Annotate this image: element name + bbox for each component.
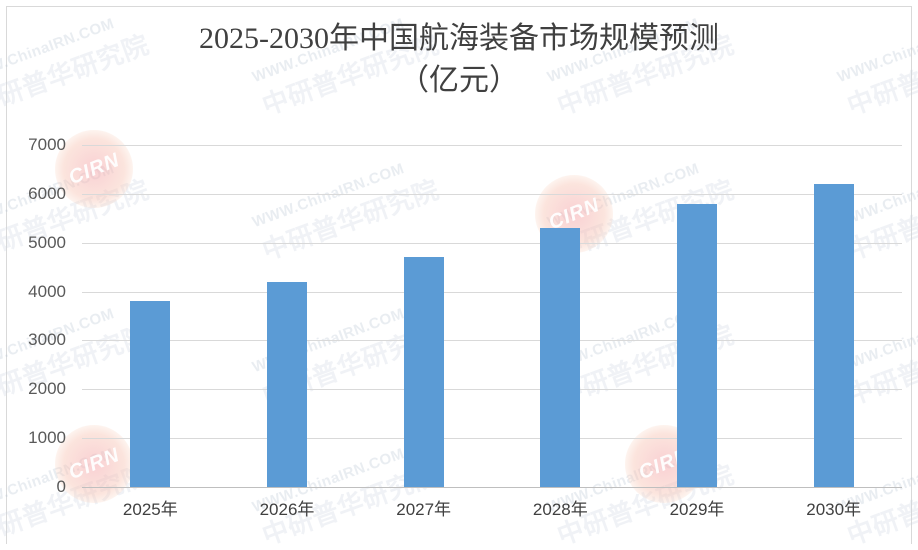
chart-title: 2025-2030年中国航海装备市场规模预测 （亿元） (0, 18, 918, 102)
plot-area (82, 145, 902, 488)
y-axis-tick-label: 1000 (28, 428, 66, 448)
frame-border-top (6, 6, 912, 7)
bar-2030年 (813, 184, 854, 487)
bar-2028年 (540, 228, 581, 487)
y-axis-tick-label: 5000 (28, 232, 66, 252)
gridline (82, 193, 902, 195)
x-axis-tick-label: 2029年 (669, 500, 725, 519)
y-axis-tick-label: 6000 (28, 183, 66, 203)
y-axis: 0 1000 2000 3000 4000 5000 6000 7000 (0, 135, 74, 496)
y-axis-tick-label: 4000 (28, 281, 66, 301)
y-axis-tick-label: 7000 (28, 135, 66, 154)
y-axis-tick-label: 2000 (28, 379, 66, 399)
x-axis-line (82, 487, 902, 488)
x-axis-tick-label: 2026年 (259, 500, 315, 519)
x-axis: 2025年 2026年 2027年 2028年 2029年 2030年 (82, 495, 902, 529)
chart-title-line1: 2025-2030年中国航海装备市场规模预测 (199, 22, 719, 55)
x-axis-tick-label: 2028年 (532, 500, 588, 519)
y-axis-tick-label: 3000 (28, 330, 66, 350)
y-axis-tick-label: 0 (56, 477, 66, 496)
gridline (82, 389, 902, 391)
chart-title-line2: （亿元） (399, 64, 519, 97)
x-axis-tick-label: 2030年 (806, 500, 862, 519)
gridline (82, 242, 902, 244)
x-axis-tick-label: 2025年 (122, 500, 178, 519)
bar-2026年 (267, 281, 307, 487)
bar-2029年 (677, 203, 717, 487)
gridline (82, 291, 902, 293)
gridline (82, 438, 902, 440)
gridline (82, 145, 902, 146)
x-axis-tick-label: 2027年 (396, 500, 452, 519)
frame-border-left (6, 6, 7, 544)
bar-2025年 (130, 301, 171, 487)
gridline (82, 340, 902, 342)
frame-border-right (911, 6, 912, 544)
bar-2027年 (403, 257, 444, 487)
